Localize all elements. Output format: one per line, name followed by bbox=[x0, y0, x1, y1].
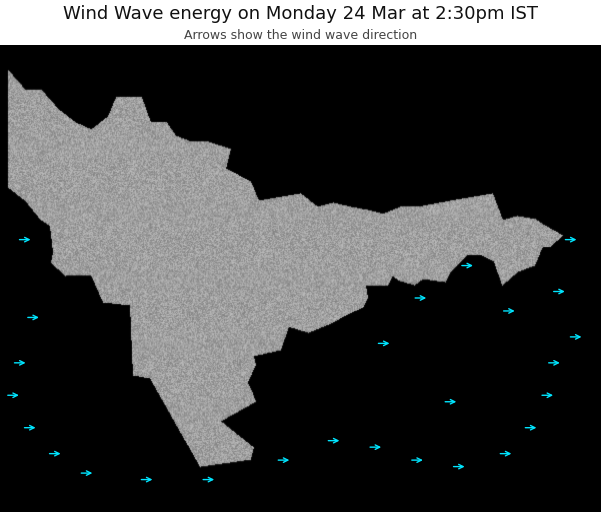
Text: Arrows show the wind wave direction: Arrows show the wind wave direction bbox=[184, 29, 417, 41]
Text: Wind Wave energy on Monday 24 Mar at 2:30pm IST: Wind Wave energy on Monday 24 Mar at 2:3… bbox=[63, 6, 538, 24]
